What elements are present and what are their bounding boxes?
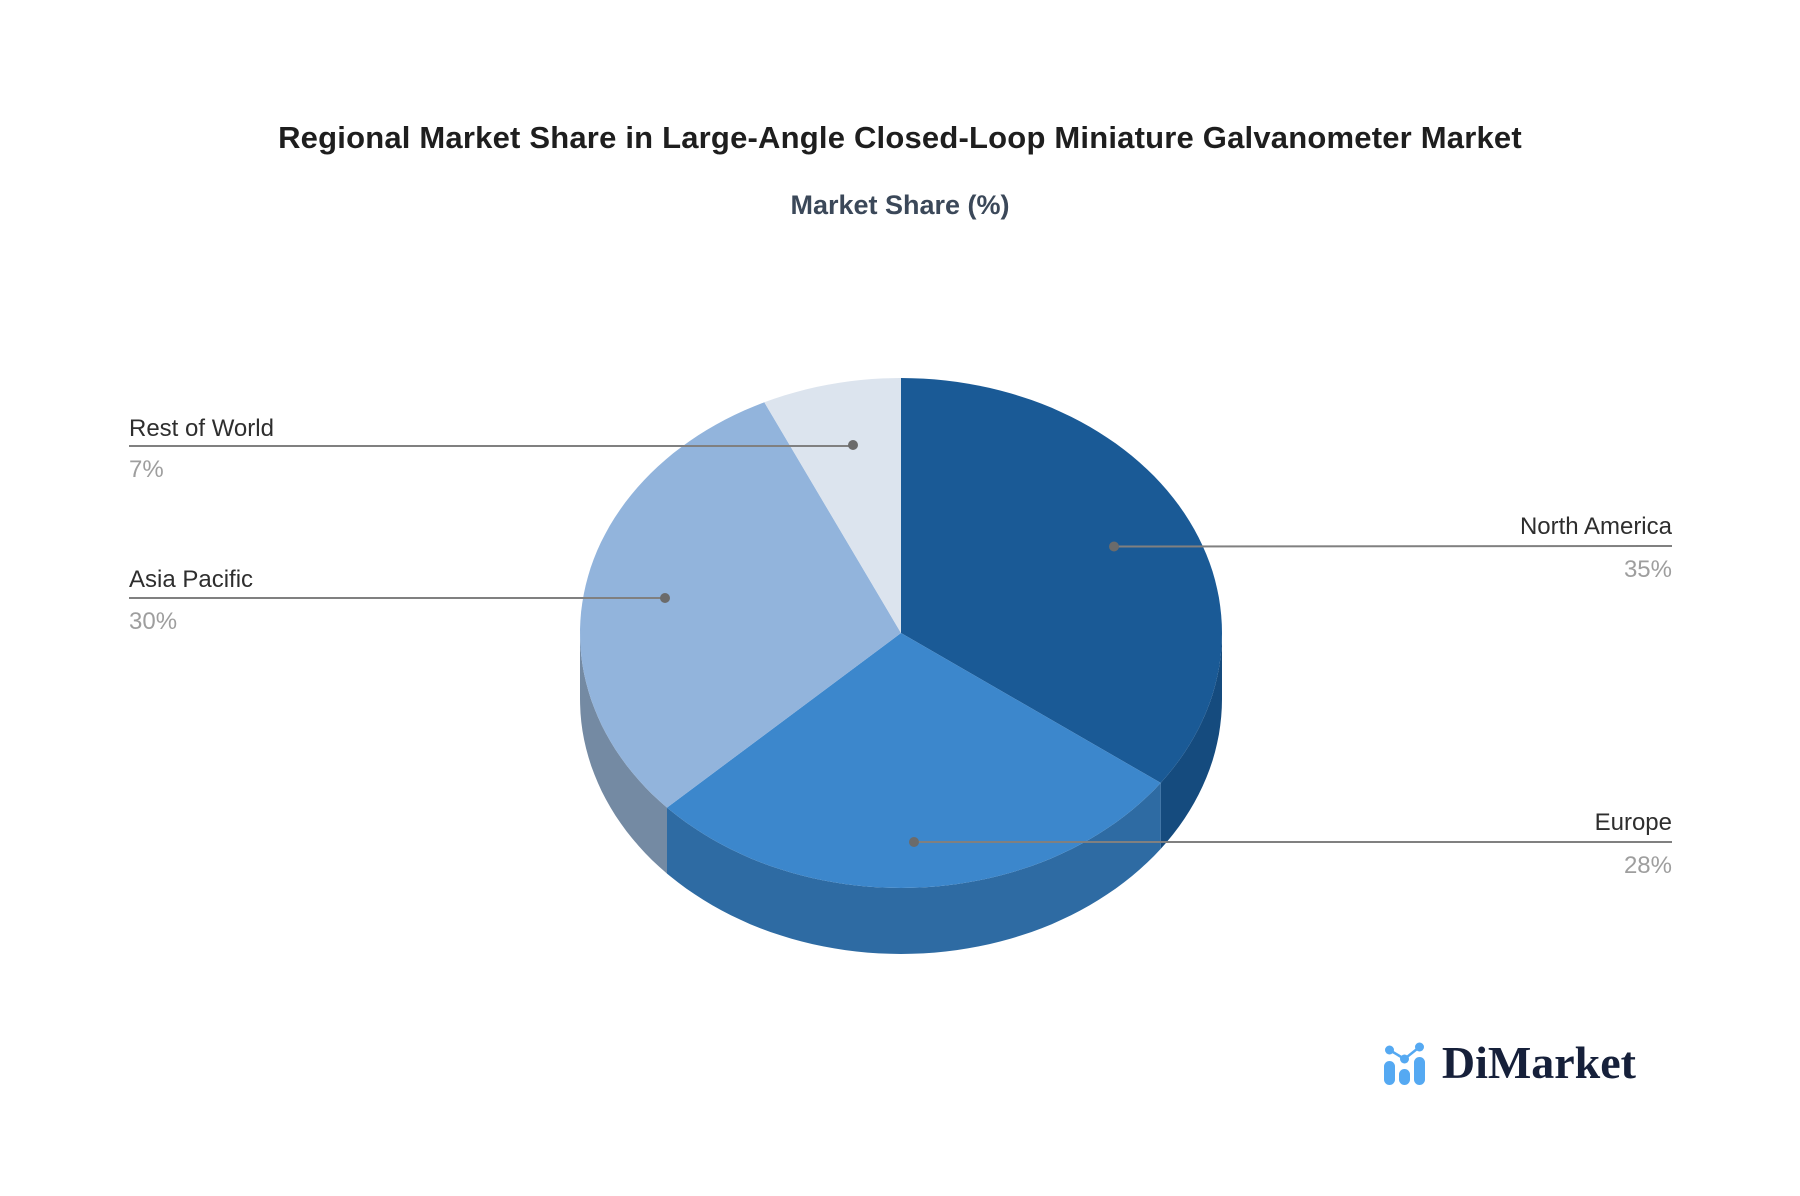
slice-label-rest-of-world: Rest of World bbox=[129, 415, 274, 442]
bar-line-chart-icon bbox=[1383, 1042, 1425, 1085]
chart-subtitle: Market Share (%) bbox=[790, 190, 1010, 220]
slice-pct-north-america: 35% bbox=[1623, 556, 1672, 583]
pie-slice-side-europe bbox=[667, 782, 1161, 954]
slice-label-north-america: North America bbox=[1519, 513, 1672, 540]
dimarket-logo: DiMarket bbox=[1380, 1040, 1636, 1086]
dimarket-logo-text: DiMarket bbox=[1441, 1037, 1636, 1088]
pie-slice-side-asia-pacific bbox=[580, 633, 667, 874]
pie-slice-rest-of-world[interactable] bbox=[764, 378, 901, 633]
slice-label-asia-pacific: Asia Pacific bbox=[129, 566, 254, 593]
slice-pct-asia-pacific: 30% bbox=[129, 608, 178, 635]
pie-slice-side-north-america bbox=[1160, 633, 1222, 849]
slice-label-europe: Europe bbox=[1594, 809, 1672, 836]
chart-title: Regional Market Share in Large-Angle Clo… bbox=[278, 120, 1522, 155]
slice-pct-europe: 28% bbox=[1623, 852, 1672, 879]
leader-line-north-america bbox=[1113, 545, 1673, 548]
slice-pct-rest-of-world: 7% bbox=[129, 456, 164, 483]
leader-dot-europe bbox=[909, 837, 919, 847]
pie-slice-europe[interactable] bbox=[667, 633, 1161, 888]
pie-slice-asia-pacific[interactable] bbox=[580, 402, 901, 808]
leader-dot-rest-of-world bbox=[848, 440, 858, 450]
leader-dot-asia-pacific bbox=[660, 593, 670, 603]
leader-dot-north-america bbox=[1109, 541, 1119, 552]
pie-slice-north-america[interactable] bbox=[901, 378, 1222, 783]
